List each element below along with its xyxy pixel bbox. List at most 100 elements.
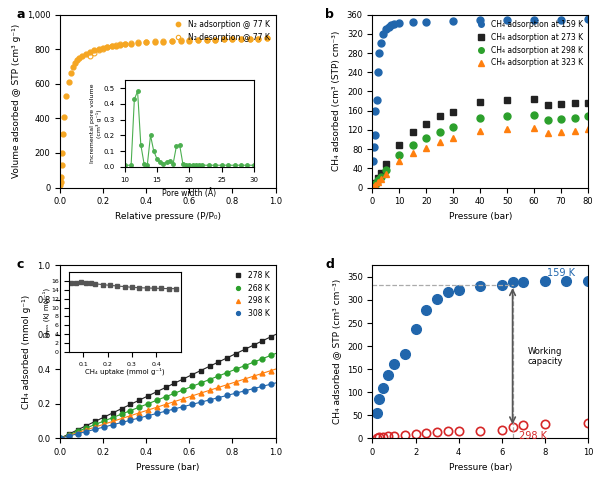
N₂ adsorption @ 77 K	[67, 71, 74, 76]
CH₄ adsorption at 298 K	[409, 142, 416, 148]
308 K	[118, 420, 125, 426]
CH₄ adsorption at 159 K	[396, 20, 403, 26]
CH₄ adsorption at 273 K	[544, 102, 551, 108]
N₂ adsorption @ 77 K	[254, 36, 262, 41]
Text: d: d	[325, 259, 334, 271]
268 K	[83, 425, 90, 431]
268 K	[232, 366, 239, 372]
N₂ adsorption @ 77 K	[263, 36, 271, 41]
Line: 278 K: 278 K	[58, 334, 274, 441]
N₂ adsorption @ 77 K	[58, 174, 65, 180]
268 K	[65, 432, 73, 438]
CH₄ adsorption at 298 K	[530, 112, 538, 118]
Legend: N₂ adsorption @ 77 K, N₂ desorption @ 77 K: N₂ adsorption @ 77 K, N₂ desorption @ 77…	[169, 19, 272, 43]
298 K	[92, 424, 99, 430]
268 K	[259, 356, 266, 362]
278 K	[100, 414, 107, 420]
308 K	[136, 415, 143, 421]
Text: Working
capacity: Working capacity	[527, 347, 563, 366]
N₂ adsorption @ 77 K	[58, 162, 65, 168]
N₂ adsorption @ 77 K	[59, 150, 66, 156]
X-axis label: Pressure (bar): Pressure (bar)	[449, 463, 512, 471]
278 K	[188, 372, 196, 378]
268 K	[145, 401, 152, 407]
268 K	[127, 408, 134, 413]
N₂ desorption @ 77 K	[117, 41, 124, 47]
N₂ desorption @ 77 K	[108, 43, 115, 49]
CH₄ adsorption at 323 K	[374, 179, 382, 185]
N₂ adsorption @ 77 K	[238, 36, 245, 42]
N₂ desorption @ 77 K	[203, 37, 210, 42]
N₂ adsorption @ 77 K	[203, 37, 210, 43]
Text: 159 K: 159 K	[547, 268, 575, 278]
Line: CH₄ adsorption at 298 K: CH₄ adsorption at 298 K	[370, 112, 592, 190]
N₂ adsorption @ 77 K	[117, 42, 124, 48]
CH₄ adsorption at 273 K	[374, 175, 382, 181]
298 K	[145, 407, 152, 413]
N₂ desorption @ 77 K	[121, 41, 128, 47]
N₂ desorption @ 77 K	[263, 36, 271, 41]
308 K	[215, 395, 222, 401]
298 K	[206, 387, 213, 393]
CH₄ adsorption at 159 K	[374, 69, 382, 75]
CH₄ adsorption at 323 K	[436, 139, 443, 145]
CH₄ adsorption at 273 K	[557, 101, 565, 107]
CH₄ adsorption at 159 K	[370, 158, 377, 164]
Line: 298 K: 298 K	[58, 368, 274, 441]
Line: CH₄ adsorption at 159 K: CH₄ adsorption at 159 K	[370, 16, 592, 165]
308 K	[145, 413, 152, 419]
CH₄ adsorption at 323 K	[544, 131, 551, 136]
CH₄ adsorption at 323 K	[423, 145, 430, 150]
N₂ desorption @ 77 K	[254, 36, 262, 41]
N₂ desorption @ 77 K	[194, 37, 202, 43]
298 K	[65, 432, 73, 438]
CH₄ adsorption at 298 K	[476, 115, 484, 121]
CH₄ adsorption at 323 K	[476, 128, 484, 134]
268 K	[268, 353, 275, 358]
N₂ adsorption @ 77 K	[76, 55, 83, 61]
268 K	[206, 376, 213, 382]
N₂ adsorption @ 77 K	[70, 64, 77, 70]
298 K	[136, 410, 143, 416]
N₂ adsorption @ 77 K	[143, 39, 150, 45]
308 K	[92, 426, 99, 432]
CH₄ adsorption at 323 K	[450, 135, 457, 141]
298 K	[162, 401, 169, 407]
308 K	[56, 435, 64, 441]
308 K	[171, 406, 178, 412]
298 K	[224, 382, 231, 388]
CH₄ adsorption at 273 K	[377, 170, 384, 176]
N₂ adsorption @ 77 K	[95, 46, 103, 52]
CH₄ adsorption at 323 K	[571, 128, 578, 134]
308 K	[250, 386, 257, 392]
308 K	[153, 411, 160, 416]
N₂ adsorption @ 77 K	[61, 114, 68, 120]
278 K	[179, 376, 187, 382]
N₂ adsorption @ 77 K	[82, 51, 89, 56]
268 K	[100, 418, 107, 424]
CH₄ adsorption at 159 K	[530, 17, 538, 23]
CH₄ adsorption at 159 K	[557, 17, 565, 23]
N₂ adsorption @ 77 K	[71, 60, 79, 66]
Y-axis label: Volume adsorbed @ STP (cm³ g⁻¹): Volume adsorbed @ STP (cm³ g⁻¹)	[12, 24, 21, 178]
298 K	[56, 435, 64, 441]
Line: N₂ adsorption @ 77 K: N₂ adsorption @ 77 K	[58, 36, 269, 187]
CH₄ adsorption at 159 K	[476, 18, 484, 23]
N₂ desorption @ 77 K	[95, 48, 103, 54]
298 K	[74, 430, 81, 435]
N₂ desorption @ 77 K	[246, 36, 253, 42]
N₂ desorption @ 77 K	[229, 36, 236, 42]
CH₄ adsorption at 159 K	[382, 26, 389, 32]
308 K	[197, 399, 205, 405]
268 K	[215, 373, 222, 379]
308 K	[74, 431, 81, 437]
N₂ desorption @ 77 K	[100, 46, 107, 52]
278 K	[224, 355, 231, 361]
278 K	[56, 435, 64, 441]
308 K	[188, 401, 196, 407]
268 K	[92, 422, 99, 428]
308 K	[179, 404, 187, 410]
CH₄ adsorption at 159 K	[391, 21, 398, 27]
N₂ adsorption @ 77 K	[186, 37, 193, 43]
CH₄ adsorption at 323 K	[370, 184, 377, 189]
